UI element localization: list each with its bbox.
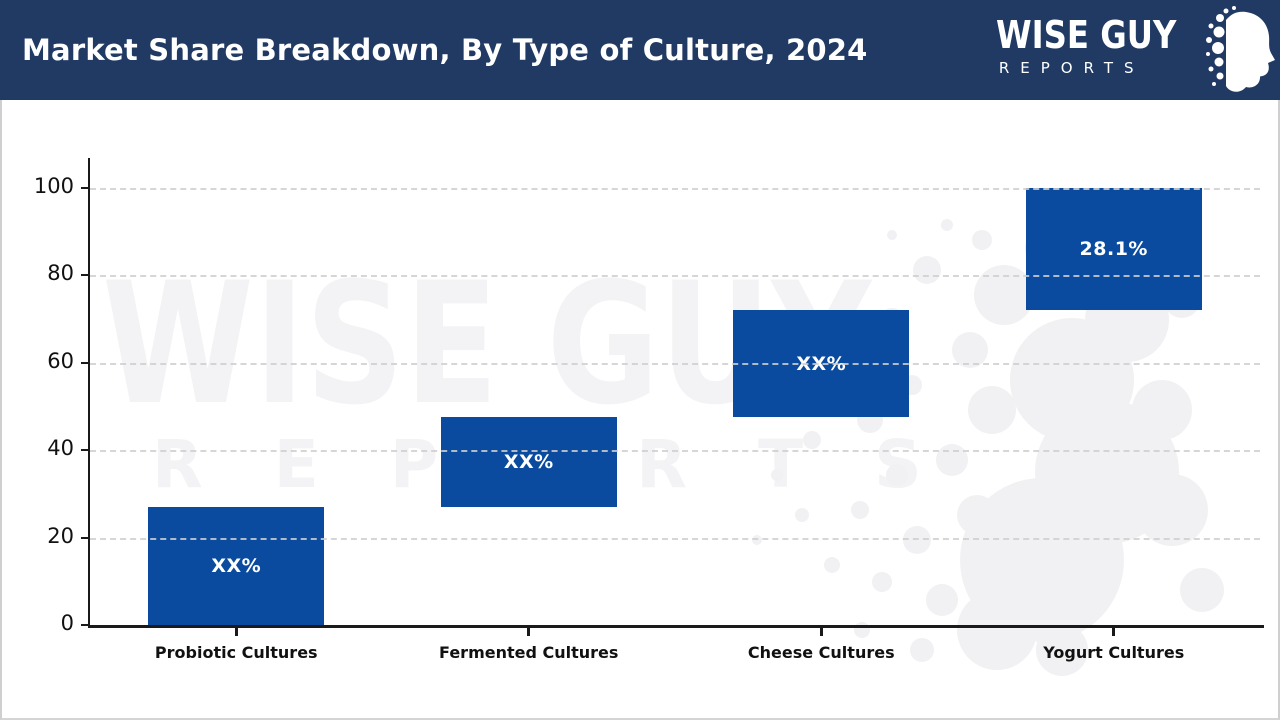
bar-label: 28.1% [1079,237,1148,260]
x-tick-mark [234,628,238,636]
y-tick-mark [81,536,88,539]
grid-line [90,187,1260,190]
bar-label: XX% [503,451,554,474]
y-tick-mark [81,186,88,189]
plot-layer: 0 20 40 60 80 100 XX% Probiotic Cultures XX% Ferm… [2,100,1278,718]
x-axis-label: Yogurt Cultures [1043,643,1185,662]
y-tick-mark [81,274,88,276]
wiseguy-face-watermark [752,219,1224,676]
y-tick-label: 0 [60,611,74,635]
bar: XX% [440,417,617,507]
y-tick-label: 20 [47,523,74,548]
logo-tagline: REPORTS [998,58,1145,77]
bar-label: XX% [211,554,262,577]
y-tick-label: 80 [47,261,74,285]
x-axis-label: Cheese Cultures [747,643,895,662]
page-title: Market Share Breakdown, By Type of Cultu… [22,33,868,67]
grid-line [90,537,1260,540]
y-tick-label: 60 [47,348,74,373]
y-tick-mark [81,449,88,451]
header-bar: Market Share Breakdown, By Type of Cultu… [0,0,1280,100]
x-tick-mark [1112,628,1116,636]
x-axis-line [88,625,1264,628]
x-tick-mark [527,628,531,636]
grid-line [90,450,1260,452]
y-tick-mark [81,361,88,364]
x-axis-label: Probiotic Cultures [154,643,318,662]
y-tick-label: 40 [47,436,74,460]
wiseguy-face-icon [1206,6,1275,92]
grid-line [90,362,1260,365]
chart-area: WISE GUY R E P O R T S 020406080100XX%Pr… [0,100,1280,720]
y-axis-line [88,158,90,628]
logo-wordmark: WISE GUY [995,13,1177,57]
bar: 28.1% [1025,187,1202,310]
x-tick-mark [819,628,823,636]
x-axis-label: Fermented Cultures [439,643,619,662]
y-tick-label: 100 [33,173,74,198]
bar: XX% [148,506,325,625]
y-tick-mark [81,624,88,626]
wiseguy-logo: WISE GUY REPORTS [995,13,1208,77]
grid-line [90,275,1260,277]
